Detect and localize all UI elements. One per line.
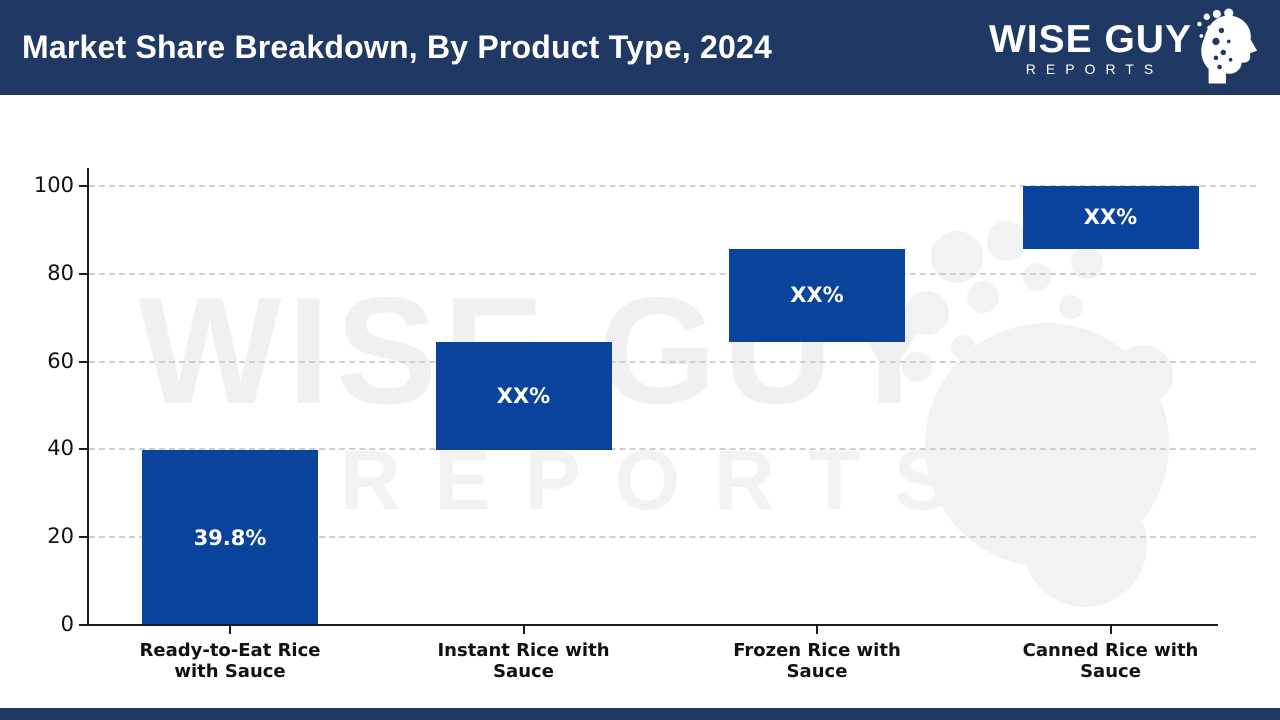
brand-logo: WISE GUY REPORTS xyxy=(989,8,1258,88)
head-silhouette-icon xyxy=(1194,8,1258,88)
y-axis-tick xyxy=(79,448,87,451)
x-axis-category-label: Canned Rice with Sauce xyxy=(991,640,1231,682)
bar-value-label: XX% xyxy=(1083,205,1138,230)
x-axis-category-label-line: Canned Rice with xyxy=(1022,640,1199,661)
y-axis-tick-label: 60 xyxy=(47,348,74,373)
bar-segment[interactable]: XX% xyxy=(435,341,612,451)
bar-value-label: XX% xyxy=(496,384,551,409)
brand-subtitle: REPORTS xyxy=(1025,60,1164,77)
bar-segment[interactable]: XX% xyxy=(1022,186,1199,249)
bar-segment[interactable]: 39.8% xyxy=(142,450,318,625)
y-axis-tick-label: 0 xyxy=(60,612,74,636)
x-axis-tick xyxy=(1109,626,1112,634)
gridline xyxy=(89,360,1256,363)
x-axis-line xyxy=(86,624,1218,626)
y-axis-tick xyxy=(79,360,87,363)
brand-logo-text: WISE GUY REPORTS xyxy=(989,20,1192,76)
x-axis-category-label-line: with Sauce xyxy=(174,661,286,683)
brand-name: WISE GUY xyxy=(988,17,1192,61)
y-axis-tick-label: 80 xyxy=(47,260,74,285)
y-axis-tick xyxy=(79,272,87,275)
x-axis-category-label-line: Sauce xyxy=(493,661,554,683)
x-axis-tick xyxy=(816,626,818,634)
x-axis-tick xyxy=(522,626,525,634)
y-axis-tick-label: 40 xyxy=(47,436,74,461)
x-axis-category-label-line: Ready-to-Eat Rice xyxy=(139,640,321,661)
x-axis-category-label: Instant Rice with Sauce xyxy=(404,640,644,682)
y-axis-tick xyxy=(79,624,87,626)
bar-segment[interactable]: XX% xyxy=(729,248,905,342)
bar-value-label: 39.8% xyxy=(193,525,267,550)
y-axis-tick xyxy=(79,185,87,187)
y-axis-tick-label: 100 xyxy=(33,173,74,197)
page-title: Market Share Breakdown, By Product Type,… xyxy=(22,29,772,65)
x-axis-category-label-line: Instant Rice with xyxy=(437,640,610,661)
x-axis-category-label-line: Sauce xyxy=(786,661,848,683)
header-bar: Market Share Breakdown, By Product Type,… xyxy=(0,0,1280,95)
gridline xyxy=(89,185,1256,187)
x-axis-category-label-line: Sauce xyxy=(1080,661,1141,683)
y-axis-tick-label: 20 xyxy=(47,524,74,549)
gridline xyxy=(89,448,1256,451)
x-axis-category-label: Ready-to-Eat Rice with Sauce xyxy=(110,640,350,682)
y-axis-line xyxy=(87,168,89,626)
footer-bar xyxy=(0,708,1280,720)
y-axis-tick xyxy=(79,536,87,539)
bar-value-label: XX% xyxy=(790,283,844,308)
gridline xyxy=(89,272,1256,275)
x-axis-tick xyxy=(229,626,231,634)
gridline xyxy=(89,536,1256,539)
x-axis-category-label-line: Frozen Rice with xyxy=(733,640,901,661)
x-axis-category-label: Frozen Rice with Sauce xyxy=(697,640,937,682)
watermark-text-line2: REPORTS xyxy=(340,433,985,527)
